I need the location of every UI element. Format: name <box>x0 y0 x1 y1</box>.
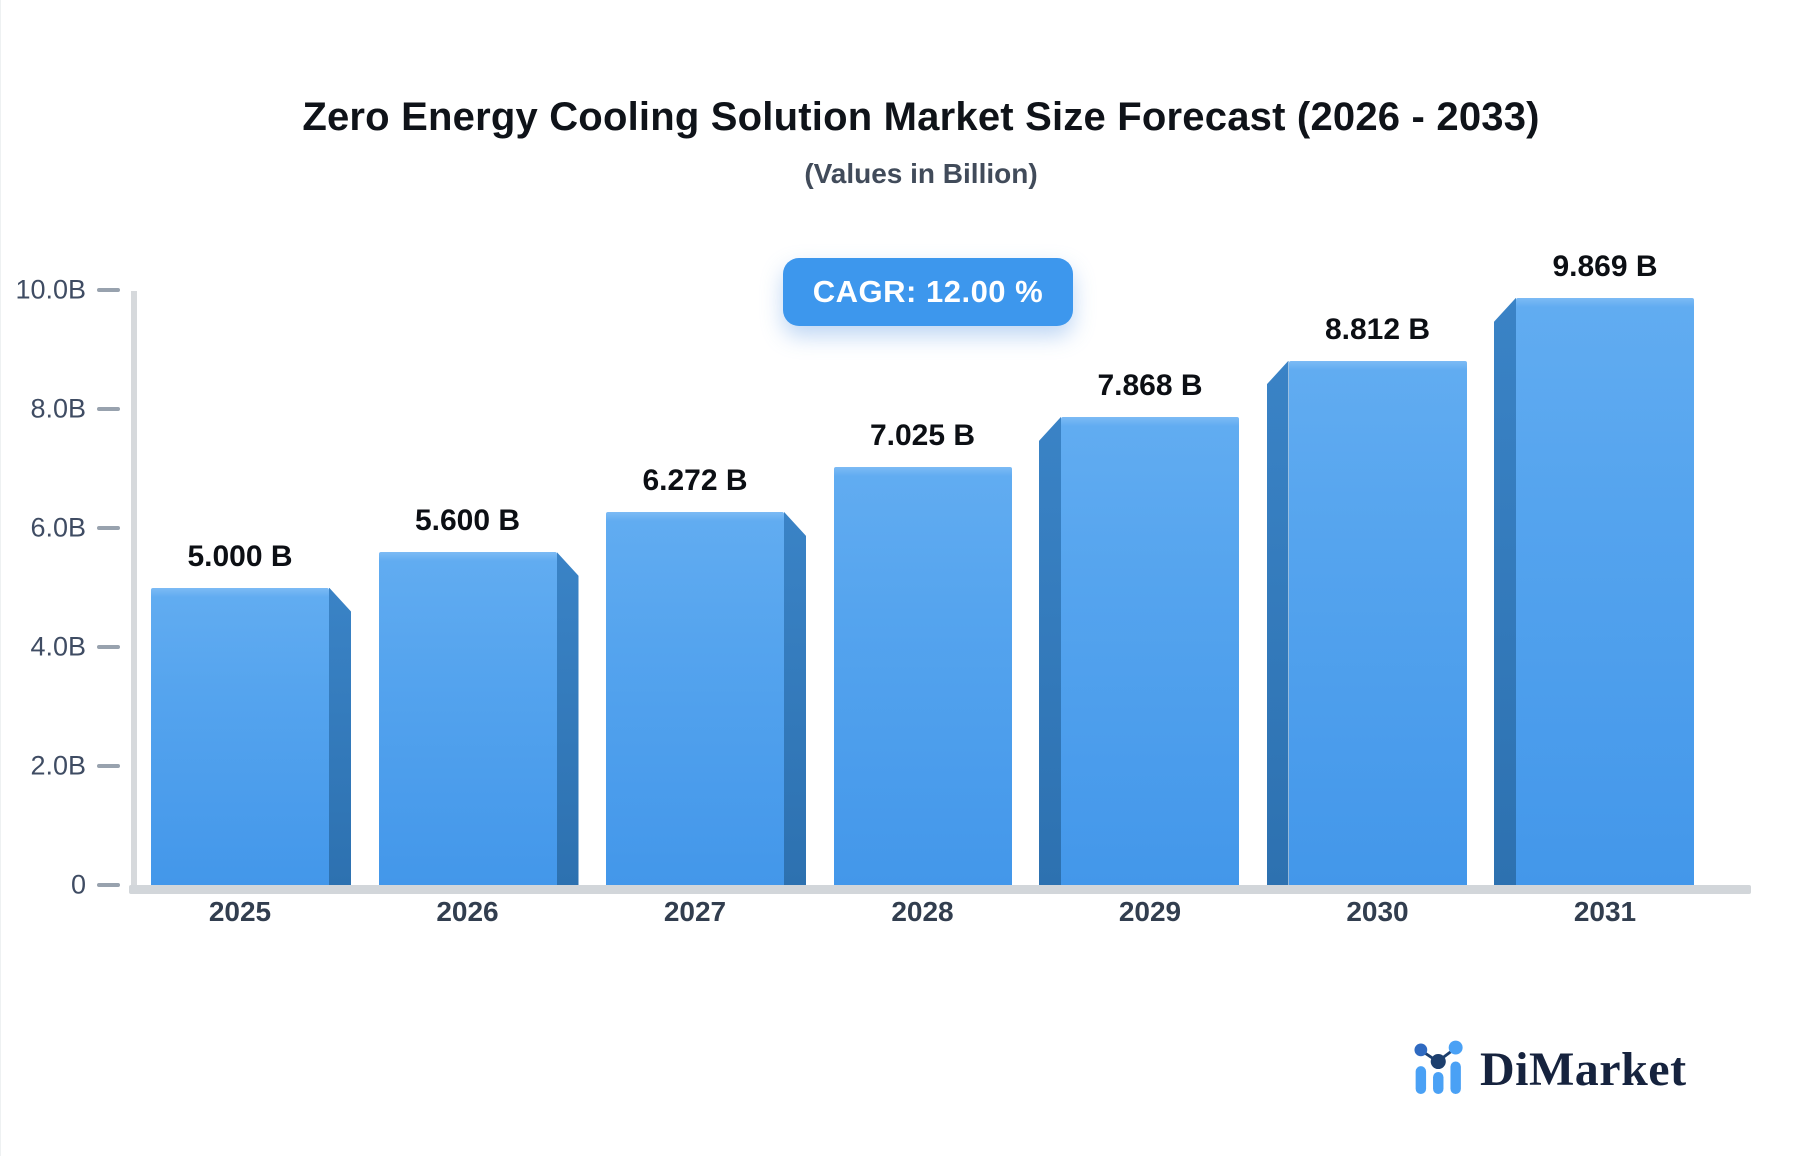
x-axis-label: 2030 <box>1346 896 1409 927</box>
x-axis-baseline <box>129 885 1751 894</box>
x-axis-label: 2031 <box>1573 896 1637 927</box>
y-tick-label: 4.0B <box>30 631 86 662</box>
bar-value-label: 7.868 B <box>1097 368 1203 402</box>
x-axis-label: 2027 <box>663 896 727 927</box>
bar-2026 <box>378 551 557 885</box>
y-tick-label: 2.0B <box>30 750 86 781</box>
bar-2028 <box>833 467 1012 885</box>
x-axis-label: 2028 <box>891 896 954 927</box>
y-tick-mark <box>97 526 120 530</box>
bar-side-face <box>329 587 351 885</box>
bar-2027 <box>606 511 784 885</box>
y-tick-mark <box>97 407 120 411</box>
y-tick-mark <box>97 645 120 649</box>
chart-subtitle: (Values in Billion) <box>804 158 1038 189</box>
bar-value-label: 7.025 B <box>869 419 976 452</box>
brand-logo: DiMarket <box>1414 1036 1687 1094</box>
x-axis-label: 2025 <box>208 896 272 927</box>
bar-side-face <box>1039 416 1061 885</box>
bar-side-face <box>1494 297 1516 885</box>
dimarket-logo-text: DiMarket <box>1480 1043 1687 1096</box>
bar-value-label: 8.812 B <box>1324 312 1431 346</box>
bar-2029 <box>1061 416 1239 885</box>
y-axis-line <box>131 291 137 888</box>
bar-value-label: 5.000 B <box>187 539 293 573</box>
cagr-badge: CAGR: 12.00 % <box>783 258 1073 326</box>
y-tick-mark <box>97 764 120 768</box>
x-axis-label: 2029 <box>1118 896 1182 927</box>
y-tick-label: 0 <box>70 869 86 900</box>
cagr-badge-label: CAGR: 12.00 % <box>812 274 1044 309</box>
bar-side-face <box>784 511 806 885</box>
y-tick-mark <box>97 288 120 292</box>
x-axis-label: 2026 <box>436 896 499 927</box>
y-tick-label: 6.0B <box>30 512 86 543</box>
bar-2030 <box>1288 360 1467 885</box>
bar-side-face <box>1266 360 1289 885</box>
chart-title: Zero Energy Cooling Solution Market Size… <box>302 95 1540 139</box>
chart-header: Zero Energy Cooling Solution Market Size… <box>41 95 1800 190</box>
bar-value-label: 6.272 B <box>642 463 748 497</box>
y-tick-label: 8.0B <box>30 393 86 424</box>
bar-2025 <box>151 587 329 885</box>
bar-value-label: 9.869 B <box>1552 249 1658 283</box>
dimarket-logo-icon <box>1414 1040 1463 1094</box>
bar-2031 <box>1516 297 1694 885</box>
bar-value-label: 5.600 B <box>414 503 521 537</box>
y-tick-mark <box>97 883 120 887</box>
bar-side-face <box>556 551 579 885</box>
y-tick-label: 10.0B <box>15 274 86 305</box>
